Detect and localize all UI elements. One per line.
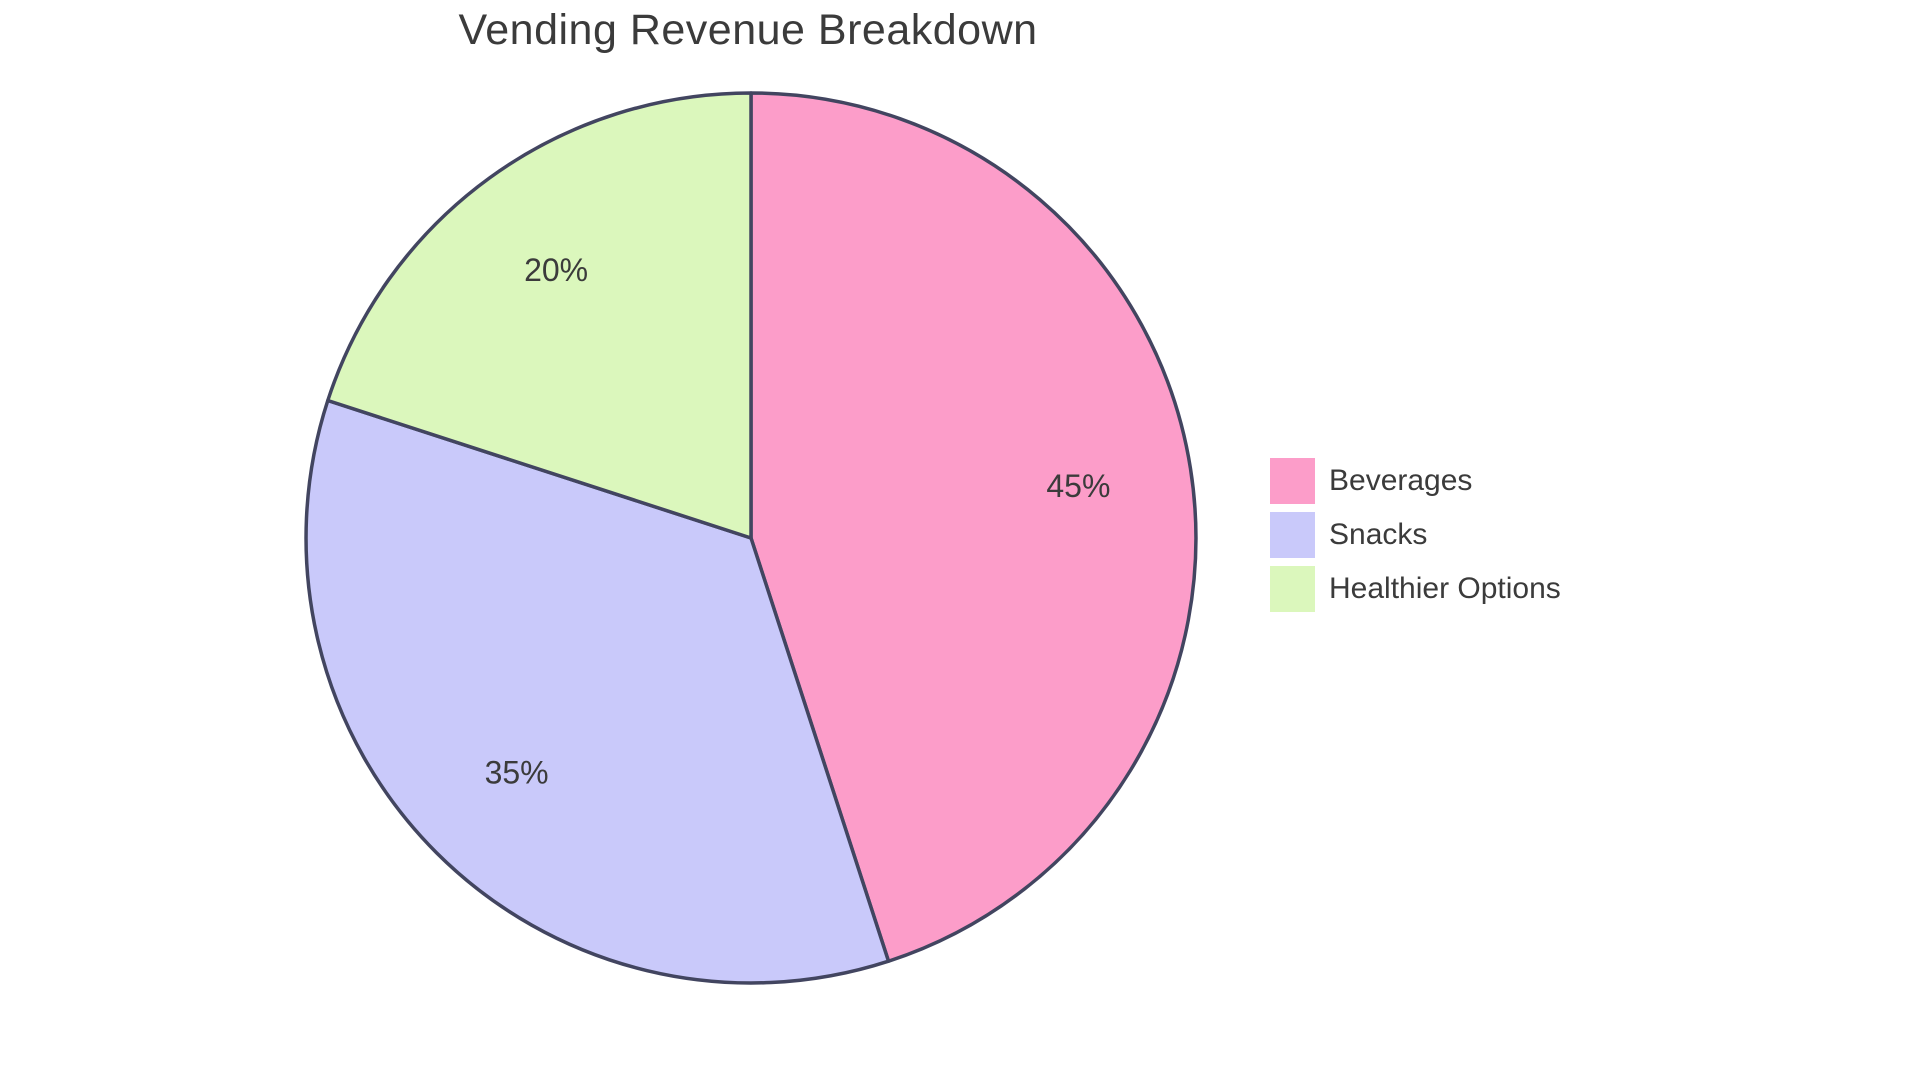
legend-item-healthier-options: Healthier Options [1270, 566, 1561, 612]
legend-swatch-snacks [1270, 512, 1315, 558]
slice-label: 45% [1046, 468, 1110, 504]
slice-label: 20% [524, 252, 588, 288]
legend-item-beverages: Beverages [1270, 458, 1561, 504]
legend-swatch-beverages [1270, 458, 1315, 504]
legend-swatch-healthier-options [1270, 566, 1315, 612]
legend-item-snacks: Snacks [1270, 512, 1561, 558]
pie-slice-beverages [749, 91, 1198, 963]
legend-label-healthier-options: Healthier Options [1329, 572, 1561, 605]
slice-label: 35% [485, 754, 549, 790]
chart-title: Vending Revenue Breakdown [458, 6, 1038, 54]
pie-slice-snacks [304, 398, 891, 985]
legend-label-beverages: Beverages [1329, 464, 1473, 497]
pie-slice-healthier-options [326, 91, 753, 540]
legend-label-snacks: Snacks [1329, 518, 1428, 551]
legend: Beverages Snacks Healthier Options [1270, 458, 1561, 612]
